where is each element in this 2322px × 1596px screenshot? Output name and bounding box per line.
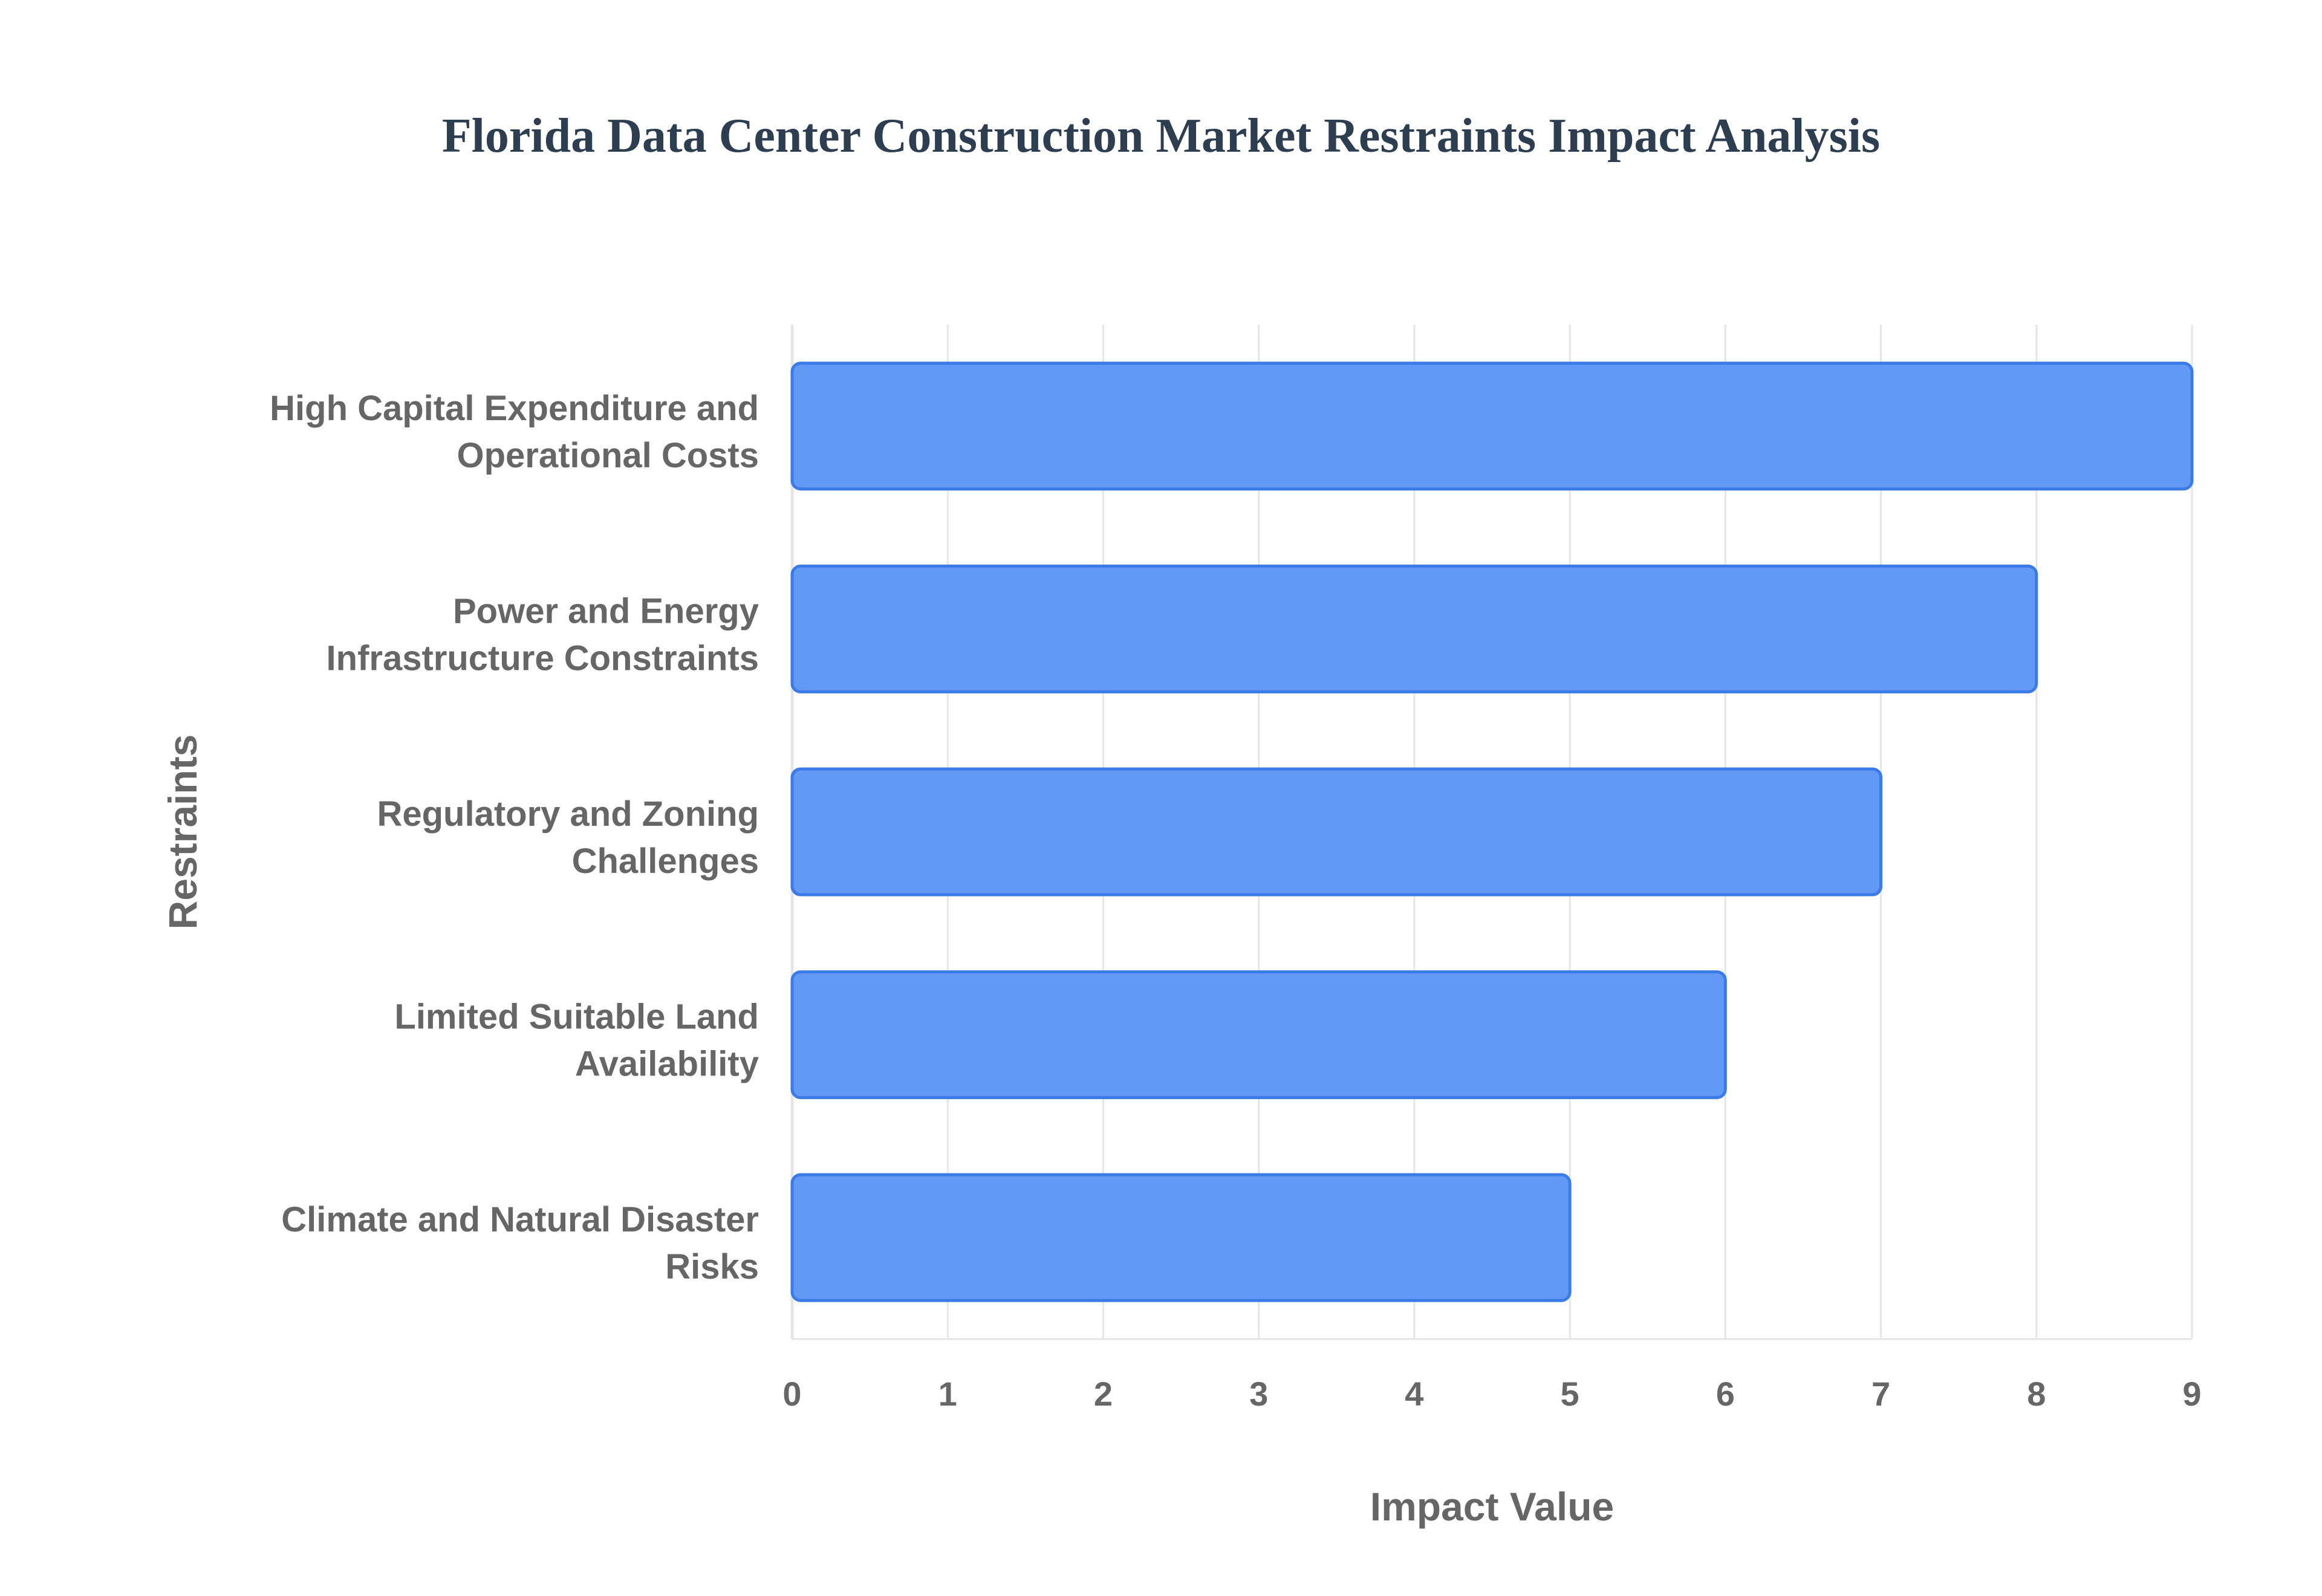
y-tick-label-line: Infrastructure Constraints — [327, 638, 759, 678]
bar — [790, 564, 2038, 693]
y-tick-label: Power and Energy Infrastructure Constrain… — [327, 591, 759, 678]
y-axis-title: Restraints — [160, 735, 205, 930]
y-tick-label: High Capital Expenditure and Operational … — [270, 389, 759, 475]
bar — [790, 767, 1883, 897]
bar — [790, 362, 2194, 491]
y-tick-label: Regulatory and Zoning Challenges — [377, 794, 759, 881]
x-tick-label: 6 — [1716, 1375, 1735, 1413]
x-tick-label: 1 — [938, 1375, 957, 1413]
chart-title: Florida Data Center Construction Market … — [441, 109, 1881, 163]
x-axis-title: Impact Value — [1370, 1484, 1615, 1529]
bar — [790, 1173, 1572, 1302]
x-tick-label: 5 — [1561, 1375, 1579, 1413]
y-tick-label-line: Climate and Natural Disaster — [281, 1200, 759, 1239]
y-tick-label-line: Power and Energy — [453, 591, 759, 631]
y-tick-label: Limited Suitable Land Availability — [394, 997, 759, 1084]
x-tick-label: 9 — [2182, 1375, 2201, 1413]
bar — [790, 970, 1727, 1100]
x-tick-label: 4 — [1405, 1375, 1423, 1413]
y-tick-label-line: High Capital Expenditure and — [270, 389, 759, 428]
y-tick-label-line: Regulatory and Zoning — [377, 794, 759, 834]
x-tick-label: 3 — [1249, 1375, 1268, 1413]
x-tick-label: 8 — [2027, 1375, 2046, 1413]
x-tick-label: 0 — [782, 1375, 801, 1413]
y-tick-label-line: Operational Costs — [457, 436, 759, 475]
y-tick-label-line: Availability — [575, 1045, 759, 1084]
x-tick-label: 7 — [1872, 1375, 1890, 1413]
y-tick-label: Climate and Natural Disaster Risks — [281, 1200, 759, 1286]
y-tick-label-line: Risks — [665, 1247, 759, 1286]
x-tick-label: 2 — [1094, 1375, 1113, 1413]
y-tick-label-line: Challenges — [572, 842, 759, 881]
y-tick-label-line: Limited Suitable Land — [394, 997, 759, 1037]
